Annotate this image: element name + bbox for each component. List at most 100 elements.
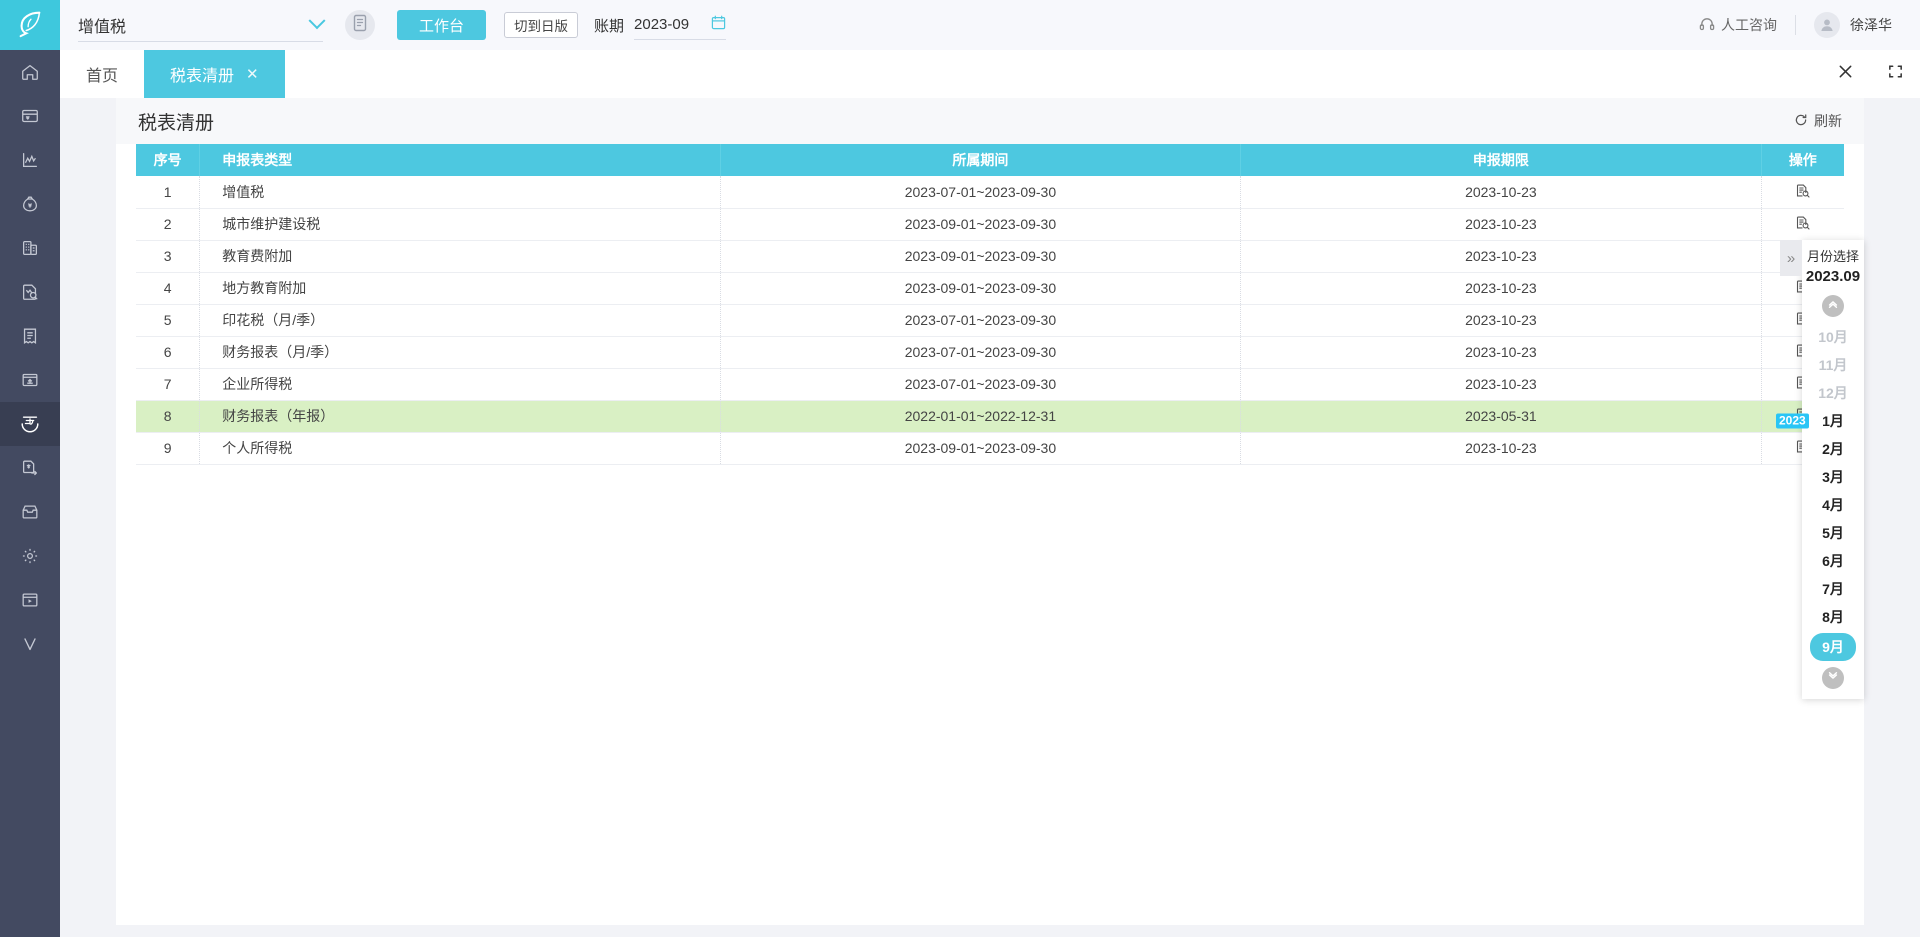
sidebar-item-video[interactable] <box>0 578 60 622</box>
tab-strip: 首页 税表清册 ✕ <box>60 50 1920 98</box>
calendar-icon <box>711 15 726 35</box>
month-option-6月[interactable]: 6月 <box>1822 553 1844 569</box>
col-deadline: 申报期限 <box>1240 144 1762 176</box>
table-row[interactable]: 1 增值税 2023-07-01~2023-09-30 2023-10-23 <box>136 176 1844 209</box>
sidebar-item-home[interactable] <box>0 50 60 94</box>
workbench-button[interactable]: 工作台 <box>397 10 487 40</box>
cell-deadline: 2023-10-23 <box>1240 304 1762 337</box>
sidebar-item-invoice[interactable] <box>0 94 60 138</box>
table-row[interactable]: 4 地方教育附加 2023-09-01~2023-09-30 2023-10-23 <box>136 272 1844 305</box>
receipt-icon <box>20 326 40 346</box>
table-row[interactable]: 5 印花税（月/季） 2023-07-01~2023-09-30 2023-10-23 <box>136 304 1844 337</box>
cell-period: 2022-01-01~2022-12-31 <box>720 400 1242 433</box>
chevron-up-circle-icon <box>1827 297 1839 315</box>
month-picker-collapse-button[interactable]: » <box>1780 240 1802 276</box>
document-search-icon[interactable] <box>1795 183 1810 198</box>
month-option-11月[interactable]: 11月 <box>1818 357 1848 373</box>
sidebar-item-version[interactable] <box>0 622 60 666</box>
sidebar-item-export[interactable] <box>0 446 60 490</box>
sidebar-item-funds[interactable] <box>0 182 60 226</box>
tab-close-icon[interactable]: ✕ <box>246 66 259 83</box>
cell-period: 2023-07-01~2023-09-30 <box>720 336 1242 369</box>
cell-period: 2023-07-01~2023-09-30 <box>720 176 1242 209</box>
table-row[interactable]: 8 财务报表（年报） 2022-01-01~2022-12-31 2023-05-31 <box>136 400 1844 433</box>
cell-type: 印花税（月/季） <box>199 304 721 337</box>
cell-period: 2023-09-01~2023-09-30 <box>720 240 1242 273</box>
report-book-button[interactable] <box>345 10 375 40</box>
cell-type: 企业所得税 <box>199 368 721 401</box>
table-row[interactable]: 6 财务报表（月/季） 2023-07-01~2023-09-30 2023-10-2… <box>136 336 1844 369</box>
tax-list-table: 序号 申报表类型 所属期间 申报期限 操作 1 增值税 2023-07-01~202… <box>136 144 1844 465</box>
month-option-3月[interactable]: 3月 <box>1822 469 1844 485</box>
gear-icon <box>20 546 40 566</box>
leaf-logo-icon <box>15 8 45 43</box>
video-play-icon <box>20 590 40 610</box>
month-option-5月[interactable]: 5月 <box>1822 525 1844 541</box>
cell-type: 增值税 <box>199 176 721 209</box>
cell-period: 2023-09-01~2023-09-30 <box>720 432 1242 465</box>
report-search-icon <box>20 282 40 302</box>
report-book-icon <box>352 14 368 37</box>
month-option-7月[interactable]: 7月 <box>1822 581 1844 597</box>
cell-no: 8 <box>136 400 201 433</box>
table-row[interactable]: 7 企业所得税 2023-07-01~2023-09-30 2023-10-23 <box>136 368 1844 401</box>
building-icon <box>20 238 40 258</box>
fullscreen-button[interactable] <box>1870 50 1920 98</box>
v-letter-icon <box>20 634 40 654</box>
cell-deadline: 2023-10-23 <box>1240 240 1762 273</box>
human-consult-button[interactable]: 人工咨询 <box>1699 15 1777 35</box>
period-label: 账期 <box>594 17 625 35</box>
document-search-icon[interactable] <box>1795 215 1810 230</box>
cell-period: 2023-09-01~2023-09-30 <box>720 208 1242 241</box>
tab-actions <box>1820 50 1920 98</box>
sidebar-item-tax[interactable] <box>0 402 60 446</box>
tab-home[interactable]: 首页 <box>60 50 144 98</box>
cell-no: 2 <box>136 208 201 241</box>
sidebar-item-receipt[interactable] <box>0 314 60 358</box>
invoice-yuan-icon <box>20 106 40 126</box>
refresh-button[interactable]: 刷新 <box>1794 111 1842 131</box>
cell-type: 财务报表（年报） <box>199 400 721 433</box>
app-logo[interactable] <box>0 0 60 50</box>
sidebar-item-reports[interactable] <box>0 270 60 314</box>
month-option-12月[interactable]: 12月 <box>1818 385 1848 401</box>
sidebar-item-inbox[interactable] <box>0 490 60 534</box>
month-option-4月[interactable]: 4月 <box>1822 497 1844 513</box>
col-operation: 操作 <box>1761 144 1844 176</box>
tax-list-card: 税表清册 刷新 序号 <box>116 98 1864 925</box>
cell-operation[interactable] <box>1761 176 1844 209</box>
month-picker-down-button[interactable] <box>1822 667 1844 689</box>
sidebar-item-archive[interactable] <box>0 358 60 402</box>
tax-type-select[interactable]: 增值税 <box>78 8 326 42</box>
cell-operation[interactable] <box>1761 208 1844 241</box>
tab-tax-list[interactable]: 税表清册 ✕ <box>144 50 285 98</box>
period-picker[interactable]: 2023-09 <box>634 10 727 40</box>
month-option-8月[interactable]: 8月 <box>1822 609 1844 625</box>
sidebar-item-settings[interactable] <box>0 534 60 578</box>
month-option-9月[interactable]: 9月 <box>1810 633 1856 661</box>
cell-no: 6 <box>136 336 201 369</box>
month-option-2月[interactable]: 2月 <box>1822 441 1844 457</box>
sidebar-item-assets[interactable] <box>0 226 60 270</box>
chevron-down-icon <box>308 11 326 29</box>
table-row[interactable]: 9 个人所得税 2023-09-01~2023-09-30 2023-10-23 <box>136 432 1844 465</box>
cell-no: 5 <box>136 304 201 337</box>
month-option-10月[interactable]: 10月 <box>1818 329 1848 345</box>
user-avatar-icon[interactable] <box>1814 12 1840 38</box>
cell-no: 4 <box>136 272 201 305</box>
refresh-label: 刷新 <box>1814 113 1842 129</box>
cell-deadline: 2023-05-31 <box>1240 400 1762 433</box>
table-row[interactable]: 3 教育费附加 2023-09-01~2023-09-30 2023-10-23 <box>136 240 1844 273</box>
tab-home-label: 首页 <box>86 68 119 85</box>
cell-deadline: 2023-10-23 <box>1240 272 1762 305</box>
month-picker-up-button[interactable] <box>1822 295 1844 317</box>
switch-daily-button[interactable]: 切到日版 <box>504 12 579 38</box>
cell-no: 1 <box>136 176 201 209</box>
cell-period: 2023-07-01~2023-09-30 <box>720 368 1242 401</box>
money-bag-yuan-icon <box>20 194 40 214</box>
close-all-button[interactable] <box>1820 50 1870 98</box>
month-option-1月[interactable]: 1月 2023 <box>1776 407 1864 435</box>
cell-no: 9 <box>136 432 201 465</box>
table-row[interactable]: 2 城市维护建设税 2023-09-01~2023-09-30 2023-10-23 <box>136 208 1844 241</box>
sidebar-item-analysis[interactable] <box>0 138 60 182</box>
